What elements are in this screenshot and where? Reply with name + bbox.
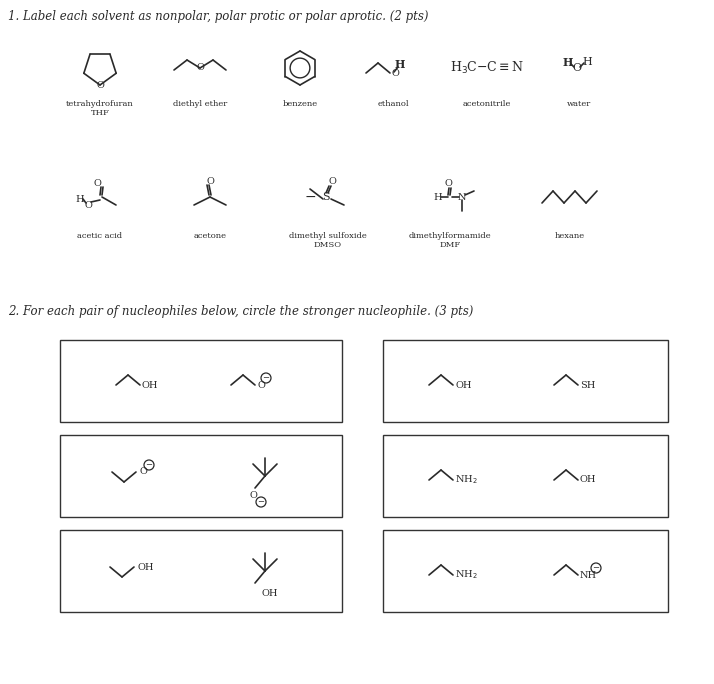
Text: diethyl ether: diethyl ether — [173, 100, 227, 108]
Bar — [60, 340, 342, 422]
Text: O: O — [573, 63, 582, 73]
Text: S: S — [322, 192, 330, 202]
Bar — [383, 530, 668, 612]
Text: dimethylformamide: dimethylformamide — [408, 232, 491, 240]
Text: −: − — [263, 374, 269, 382]
Bar — [383, 340, 668, 422]
Text: −: − — [258, 498, 264, 506]
Text: acetone: acetone — [193, 232, 226, 240]
Text: O: O — [249, 492, 257, 501]
Text: water: water — [567, 100, 591, 108]
Text: −: − — [593, 564, 600, 572]
Text: N: N — [458, 192, 466, 202]
Text: H: H — [395, 60, 405, 70]
Text: H: H — [76, 194, 84, 204]
Text: DMF: DMF — [439, 241, 461, 249]
Text: NH$_2$: NH$_2$ — [455, 473, 478, 486]
Text: acetonitrile: acetonitrile — [463, 100, 511, 108]
Text: O: O — [206, 176, 214, 185]
Text: NH: NH — [580, 570, 597, 579]
Text: H$_3$C$-$C$\equiv$N: H$_3$C$-$C$\equiv$N — [450, 60, 524, 76]
Text: O: O — [96, 81, 104, 90]
Text: H: H — [433, 192, 442, 202]
Text: O: O — [196, 64, 204, 73]
Text: hexane: hexane — [555, 232, 585, 240]
Text: O: O — [444, 179, 452, 187]
Text: O: O — [257, 380, 265, 389]
Text: H: H — [582, 57, 592, 67]
Text: 1. Label each solvent as nonpolar, polar protic or polar aprotic. (2 pts): 1. Label each solvent as nonpolar, polar… — [8, 10, 428, 23]
Text: −: − — [146, 461, 153, 469]
Text: OH: OH — [455, 380, 471, 389]
Text: 2. For each pair of nucleophiles below, circle the stronger nucleophile. (3 pts): 2. For each pair of nucleophiles below, … — [8, 305, 473, 318]
Text: dimethyl sulfoxide: dimethyl sulfoxide — [289, 232, 367, 240]
Bar — [60, 435, 342, 517]
Text: −: − — [304, 190, 316, 204]
Text: OH: OH — [261, 588, 278, 598]
Text: OH: OH — [142, 380, 159, 389]
Bar — [60, 530, 342, 612]
Text: NH$_2$: NH$_2$ — [455, 568, 478, 581]
Bar — [383, 435, 668, 517]
Text: DMSO: DMSO — [314, 241, 342, 249]
Text: ethanol: ethanol — [377, 100, 409, 108]
Text: O: O — [391, 68, 399, 77]
Text: O: O — [328, 176, 336, 185]
Text: THF: THF — [91, 109, 109, 117]
Text: SH: SH — [580, 380, 595, 389]
Text: O: O — [140, 467, 148, 477]
Text: OH: OH — [138, 562, 154, 572]
Text: tetrahydrofuran: tetrahydrofuran — [66, 100, 134, 108]
Text: OH: OH — [580, 475, 596, 484]
Text: O: O — [93, 179, 101, 187]
Text: benzene: benzene — [283, 100, 318, 108]
Text: acetic acid: acetic acid — [77, 232, 123, 240]
Text: O: O — [84, 200, 92, 209]
Text: H: H — [563, 57, 573, 68]
